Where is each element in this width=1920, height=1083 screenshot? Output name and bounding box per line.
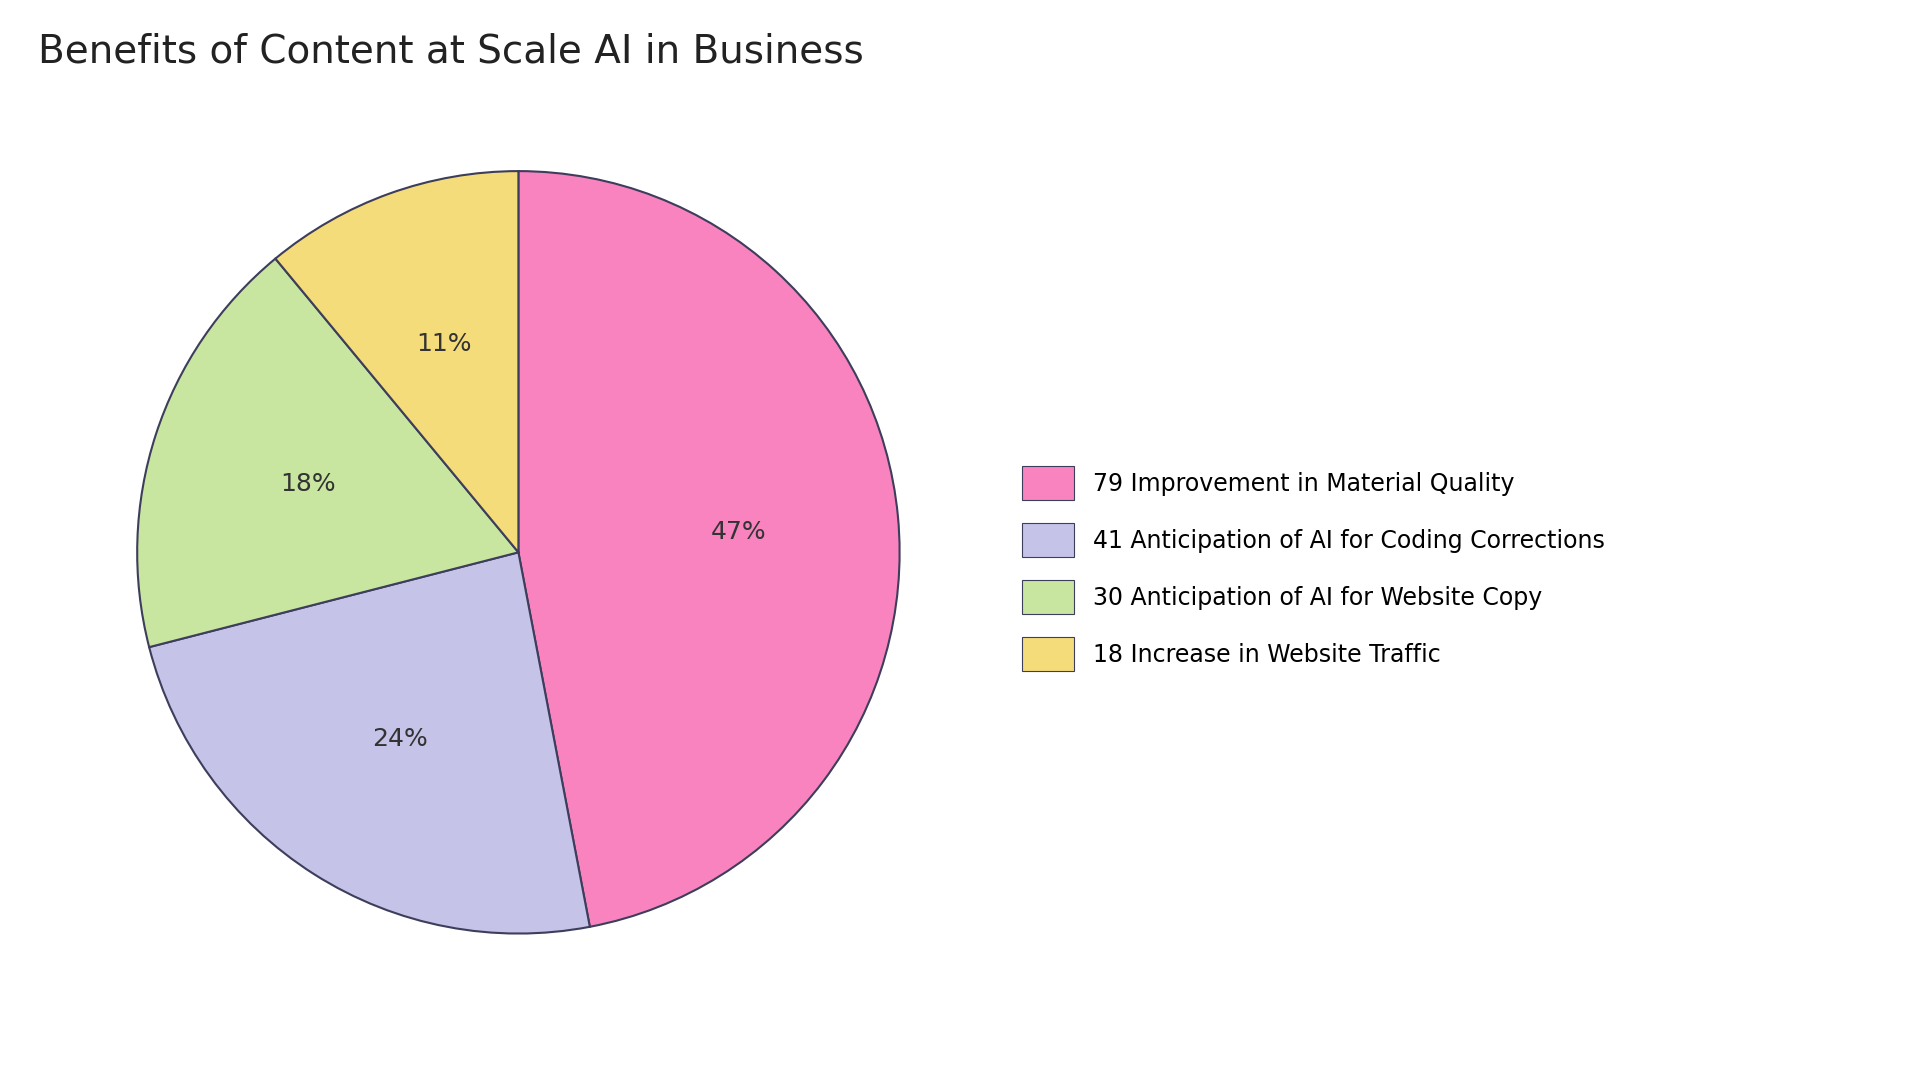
Text: 11%: 11% (417, 332, 470, 356)
Wedge shape (275, 171, 518, 552)
Wedge shape (518, 171, 900, 927)
Wedge shape (136, 259, 518, 648)
Text: 18%: 18% (280, 472, 336, 496)
Wedge shape (150, 552, 589, 934)
Text: Benefits of Content at Scale AI in Business: Benefits of Content at Scale AI in Busin… (38, 32, 864, 70)
Text: 47%: 47% (710, 520, 766, 544)
Legend: 79 Improvement in Material Quality, 41 Anticipation of AI for Coding Corrections: 79 Improvement in Material Quality, 41 A… (1010, 455, 1617, 682)
Text: 24%: 24% (372, 727, 428, 751)
